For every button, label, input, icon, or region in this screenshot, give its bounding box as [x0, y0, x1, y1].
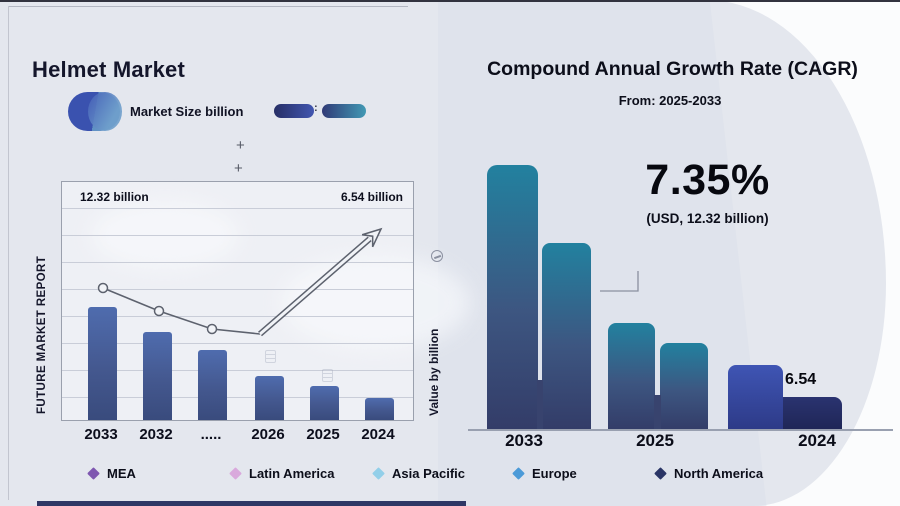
- ratio-pill-right-icon: [322, 104, 366, 118]
- diamond-icon: [654, 466, 667, 480]
- ratio-pill-left-icon: [274, 104, 314, 118]
- annotation-left: 12.32 billion: [80, 190, 149, 204]
- frame-inner-top-line: [8, 6, 408, 7]
- document-watermark-icon: [265, 350, 276, 363]
- diamond-icon: [512, 466, 525, 480]
- document-watermark-icon: [322, 369, 333, 382]
- bottom-navy-strip: [37, 501, 466, 506]
- ratio-separator: :: [314, 102, 318, 114]
- diamond-icon: [372, 466, 385, 480]
- x-label-2025: 2025: [306, 426, 340, 443]
- frame-inner-left-line: [8, 6, 9, 500]
- bar-2032: [142, 332, 172, 420]
- capsule-cap-shape: [88, 92, 122, 131]
- page-title: Helmet Market: [32, 57, 185, 82]
- step-bracket-line: [600, 271, 639, 292]
- bar-merge-fill: [654, 395, 661, 430]
- legend-item-north-america: North America: [654, 464, 764, 482]
- right-chart-subtitle: From: 2025-2033: [618, 93, 722, 108]
- bar-2025: [309, 386, 339, 420]
- bar-2026: [254, 376, 284, 420]
- legend-label: Europe: [532, 465, 577, 481]
- x-label-2033: 2033: [84, 426, 118, 443]
- x-label-.....: .....: [200, 426, 222, 443]
- annotation-right: 6.54 billion: [340, 190, 403, 204]
- bar-.....: [197, 350, 227, 420]
- y-axis-label: Value by billion: [427, 328, 441, 416]
- legend-label: North America: [674, 465, 764, 481]
- legend-item-latin-america: Latin America: [229, 464, 335, 482]
- left-bar-chart: 12.32 billion 6.54 billion: [61, 181, 414, 421]
- cagr-bar: [728, 365, 783, 430]
- cagr-bar: [542, 243, 591, 430]
- x-label-2025: 2025: [636, 431, 674, 450]
- right-chart-title: Compound Annual Growth Rate (CAGR): [487, 58, 858, 80]
- legend-label: MEA: [107, 465, 136, 481]
- cagr-value: 7.35%: [645, 156, 770, 204]
- legend-label: Latin America: [249, 465, 335, 481]
- legend-label: Asia Pacific: [392, 465, 465, 481]
- frame-top-line: [0, 0, 900, 2]
- cagr-bar: [487, 165, 538, 430]
- plus-mark: +: [234, 160, 243, 177]
- cagr-bar: [783, 397, 842, 430]
- bar-2024: [364, 398, 394, 420]
- plus-mark: +: [236, 137, 245, 154]
- right-chart-baseline: [468, 429, 893, 431]
- cagr-bar: [608, 323, 655, 430]
- x-label-2026: 2026: [251, 426, 285, 443]
- legend-item-europe: Europe: [512, 464, 577, 482]
- diamond-icon: [87, 466, 100, 480]
- bar-merge-fill: [537, 380, 543, 430]
- cagr-bar: [660, 343, 708, 430]
- x-label-2033: 2033: [505, 431, 543, 450]
- x-label-2032: 2032: [139, 426, 173, 443]
- legend-item-mea: MEA: [87, 464, 136, 482]
- diamond-icon: [229, 466, 242, 480]
- x-label-2024: 2024: [361, 426, 395, 443]
- capsule-icon: [68, 92, 122, 131]
- bar-value-label: 6.54: [785, 371, 817, 388]
- minus-circle-icon: [431, 250, 443, 262]
- vertical-watermark-text: FUTURE MARKET REPORT: [36, 255, 48, 414]
- region-legend: MEA Latin America Asia Pacific Europe North …: [0, 464, 900, 488]
- x-label-2024: 2024: [798, 431, 836, 450]
- bar-2033: [87, 307, 117, 420]
- legend-item-asia-pacific: Asia Pacific: [372, 464, 465, 482]
- market-size-label: Market Size billion: [130, 104, 244, 119]
- cagr-detail: (USD, 12.32 billion): [646, 211, 769, 226]
